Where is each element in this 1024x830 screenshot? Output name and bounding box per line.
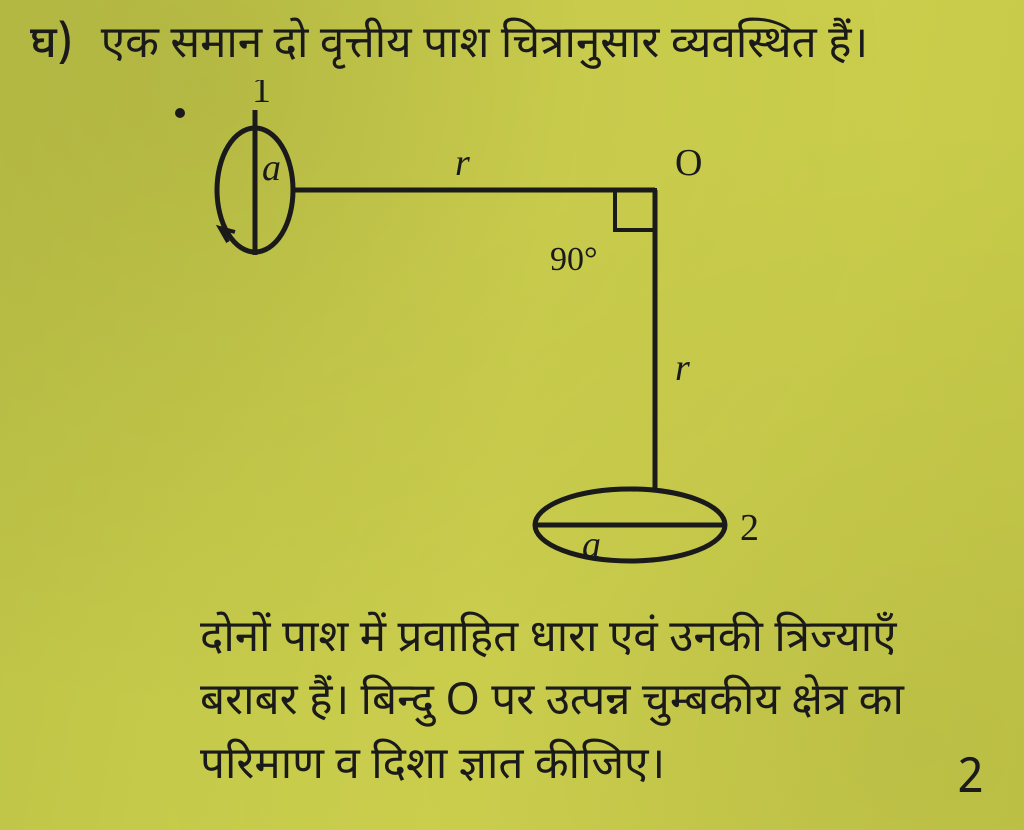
question-label: घ) xyxy=(30,18,73,75)
angle-label: 90° xyxy=(550,241,598,278)
loop2-radius-label: a xyxy=(582,524,601,566)
horizontal-r-label: r xyxy=(455,142,470,184)
vertical-r-label: r xyxy=(675,347,690,389)
diagram-svg: 1 a r O 90° r a 2 xyxy=(180,80,820,600)
point-O-label: O xyxy=(675,142,702,184)
marks-value: 2 xyxy=(958,749,984,812)
question-header: घ) एक समान दो वृत्तीय पाश चित्रानुसार व्… xyxy=(30,18,1004,75)
loop1-radius-label: a xyxy=(262,147,281,189)
physics-diagram: 1 a r O 90° r a 2 xyxy=(180,80,820,600)
question-body: दोनों पाश में प्रवाहित धारा एवं उनकी त्र… xyxy=(200,609,994,800)
loop1-number-label: 1 xyxy=(252,80,271,111)
right-angle-square xyxy=(615,190,655,230)
question-prompt: एक समान दो वृत्तीय पाश चित्रानुसार व्यवस… xyxy=(101,18,868,75)
loop2-number-label: 2 xyxy=(740,507,759,549)
exam-page: घ) एक समान दो वृत्तीय पाश चित्रानुसार व्… xyxy=(0,0,1024,830)
